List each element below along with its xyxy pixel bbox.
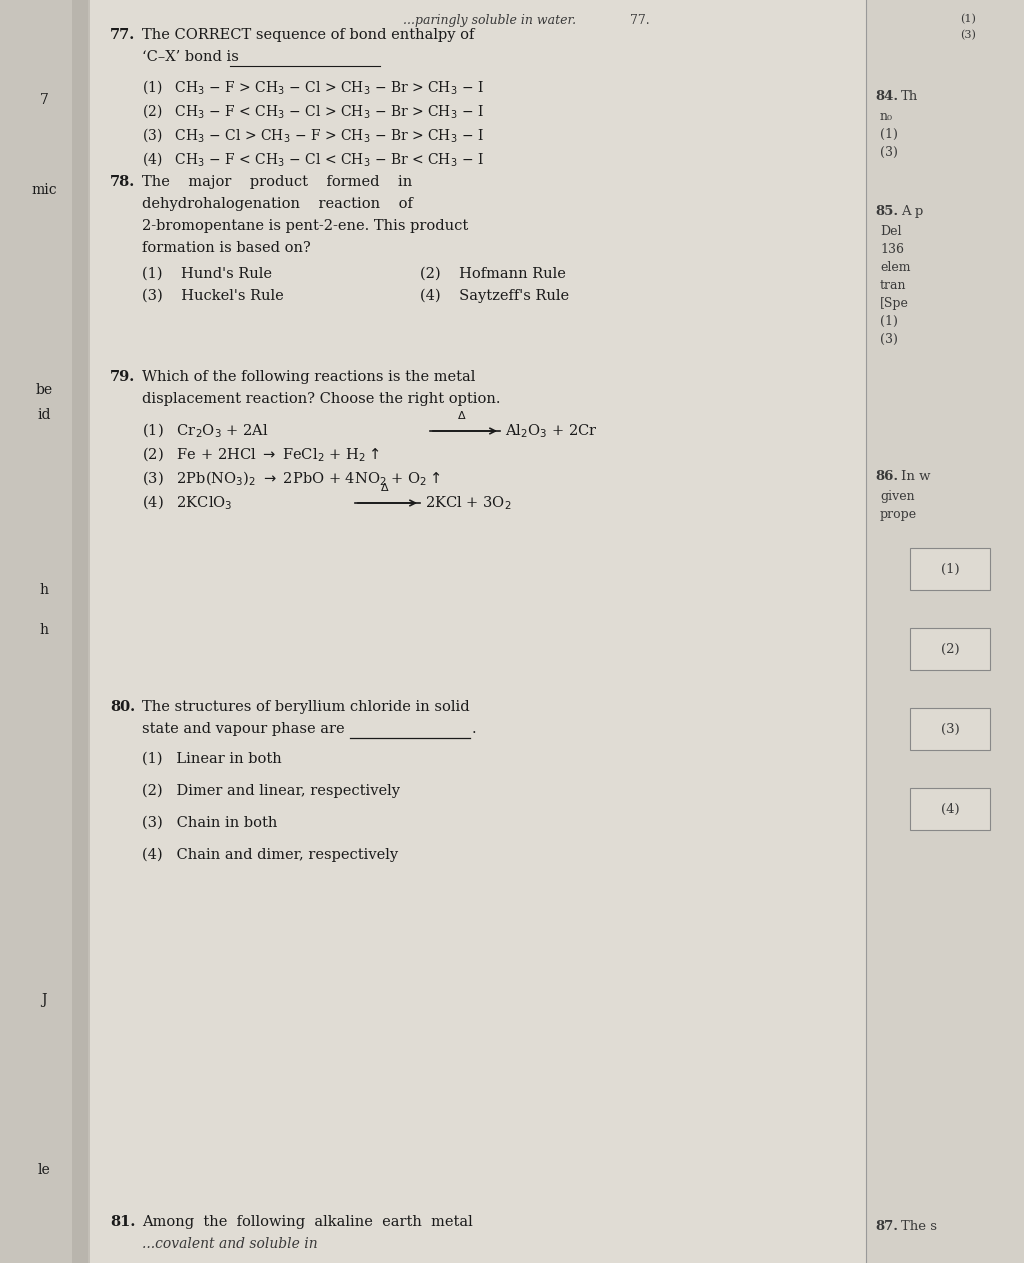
Text: (3)   2Pb(NO$_3$)$_2$ $\rightarrow$ 2PbO + 4NO$_2$ + O$_2\uparrow$: (3) 2Pb(NO$_3$)$_2$ $\rightarrow$ 2PbO +… xyxy=(142,470,441,489)
Text: elem: elem xyxy=(880,261,910,274)
Text: (2)   Fe + 2HCl $\rightarrow$ FeCl$_2$ + H$_2\uparrow$: (2) Fe + 2HCl $\rightarrow$ FeCl$_2$ + H… xyxy=(142,446,380,465)
Text: 86.: 86. xyxy=(874,470,898,482)
Text: The s: The s xyxy=(901,1220,937,1233)
Text: h: h xyxy=(40,584,48,597)
Text: (4)   Chain and dimer, respectively: (4) Chain and dimer, respectively xyxy=(142,847,398,863)
Text: dehydrohalogenation    reaction    of: dehydrohalogenation reaction of xyxy=(142,197,413,211)
Text: .: . xyxy=(472,722,476,736)
Text: given: given xyxy=(880,490,914,503)
Text: (1): (1) xyxy=(880,314,898,328)
Text: 2KCl + 3O$_2$: 2KCl + 3O$_2$ xyxy=(425,494,512,512)
Text: 81.: 81. xyxy=(110,1215,135,1229)
Text: Among  the  following  alkaline  earth  metal: Among the following alkaline earth metal xyxy=(142,1215,473,1229)
Text: (2)    Hofmann Rule: (2) Hofmann Rule xyxy=(420,266,566,280)
Text: (1)    Hund's Rule: (1) Hund's Rule xyxy=(142,266,272,280)
Text: 84.: 84. xyxy=(874,90,898,104)
Text: (2): (2) xyxy=(941,643,959,655)
Text: (3)   CH$_3$ $-$ Cl > CH$_3$ $-$ F > CH$_3$ $-$ Br > CH$_3$ $-$ I: (3) CH$_3$ $-$ Cl > CH$_3$ $-$ F > CH$_3… xyxy=(142,126,484,144)
Text: (2)   CH$_3$ $-$ F < CH$_3$ $-$ Cl > CH$_3$ $-$ Br > CH$_3$ $-$ I: (2) CH$_3$ $-$ F < CH$_3$ $-$ Cl > CH$_3… xyxy=(142,102,484,120)
Text: 7: 7 xyxy=(40,93,48,107)
Text: (4)   2KClO$_3$: (4) 2KClO$_3$ xyxy=(142,494,232,513)
Text: Th: Th xyxy=(901,90,919,104)
Text: (3): (3) xyxy=(941,722,959,735)
Text: 85.: 85. xyxy=(874,205,898,218)
Text: (3)   Chain in both: (3) Chain in both xyxy=(142,816,278,830)
Text: tran: tran xyxy=(880,279,906,292)
Text: le: le xyxy=(38,1163,50,1177)
Text: (1): (1) xyxy=(941,562,959,576)
Text: ‘C–X’ bond is: ‘C–X’ bond is xyxy=(142,51,239,64)
Text: A p: A p xyxy=(901,205,924,218)
Bar xyxy=(72,0,90,1263)
Text: [Spe: [Spe xyxy=(880,297,909,309)
Bar xyxy=(910,628,990,669)
Text: (3): (3) xyxy=(961,30,976,40)
Text: ...covalent and soluble in: ...covalent and soluble in xyxy=(142,1236,317,1250)
Bar xyxy=(910,548,990,590)
Text: $\Delta$: $\Delta$ xyxy=(380,481,390,493)
Text: The structures of beryllium chloride in solid: The structures of beryllium chloride in … xyxy=(142,700,470,714)
Bar xyxy=(88,0,866,1263)
Text: The CORRECT sequence of bond enthalpy of: The CORRECT sequence of bond enthalpy of xyxy=(142,28,474,42)
Text: be: be xyxy=(36,383,52,397)
Text: Which of the following reactions is the metal: Which of the following reactions is the … xyxy=(142,370,475,384)
Text: (4): (4) xyxy=(941,802,959,816)
Text: 87.: 87. xyxy=(874,1220,898,1233)
Text: (4)   CH$_3$ $-$ F < CH$_3$ $-$ Cl < CH$_3$ $-$ Br < CH$_3$ $-$ I: (4) CH$_3$ $-$ F < CH$_3$ $-$ Cl < CH$_3… xyxy=(142,150,484,168)
Text: (1): (1) xyxy=(961,14,976,24)
Text: (3)    Huckel's Rule: (3) Huckel's Rule xyxy=(142,289,284,303)
Text: (2)   Dimer and linear, respectively: (2) Dimer and linear, respectively xyxy=(142,784,400,798)
Text: (3): (3) xyxy=(880,333,898,346)
Bar xyxy=(910,709,990,750)
Text: 77.: 77. xyxy=(630,14,649,27)
Text: displacement reaction? Choose the right option.: displacement reaction? Choose the right … xyxy=(142,392,501,405)
Text: h: h xyxy=(40,623,48,637)
Text: (4)    Saytzeff's Rule: (4) Saytzeff's Rule xyxy=(420,289,569,303)
Text: ...paringly soluble in water.: ...paringly soluble in water. xyxy=(403,14,577,27)
Bar xyxy=(866,0,1024,1263)
Text: (1): (1) xyxy=(880,128,898,141)
Text: 2-bromopentane is pent-2-ene. This product: 2-bromopentane is pent-2-ene. This produ… xyxy=(142,218,468,232)
Text: (1)   Cr$_2$O$_3$ + 2Al: (1) Cr$_2$O$_3$ + 2Al xyxy=(142,422,268,441)
Bar xyxy=(0,0,88,1263)
Text: $\Delta$: $\Delta$ xyxy=(458,409,467,421)
Text: J: J xyxy=(41,993,47,1007)
Text: state and vapour phase are: state and vapour phase are xyxy=(142,722,345,736)
Text: Al$_2$O$_3$ + 2Cr: Al$_2$O$_3$ + 2Cr xyxy=(505,422,598,440)
Text: (1)   Linear in both: (1) Linear in both xyxy=(142,751,282,765)
Bar xyxy=(910,788,990,830)
Text: n₀: n₀ xyxy=(880,110,893,123)
Text: id: id xyxy=(37,408,51,422)
Text: In w: In w xyxy=(901,470,931,482)
Text: The    major    product    formed    in: The major product formed in xyxy=(142,176,413,189)
Text: 79.: 79. xyxy=(110,370,135,384)
Text: (3): (3) xyxy=(880,147,898,159)
Text: formation is based on?: formation is based on? xyxy=(142,241,310,255)
Text: 78.: 78. xyxy=(110,176,135,189)
Text: 77.: 77. xyxy=(110,28,135,42)
Text: (1)   CH$_3$ $-$ F > CH$_3$ $-$ Cl > CH$_3$ $-$ Br > CH$_3$ $-$ I: (1) CH$_3$ $-$ F > CH$_3$ $-$ Cl > CH$_3… xyxy=(142,78,484,96)
Text: prope: prope xyxy=(880,508,918,522)
Text: mic: mic xyxy=(31,183,56,197)
Text: 80.: 80. xyxy=(110,700,135,714)
Text: 136: 136 xyxy=(880,242,904,256)
Text: Del: Del xyxy=(880,225,901,237)
